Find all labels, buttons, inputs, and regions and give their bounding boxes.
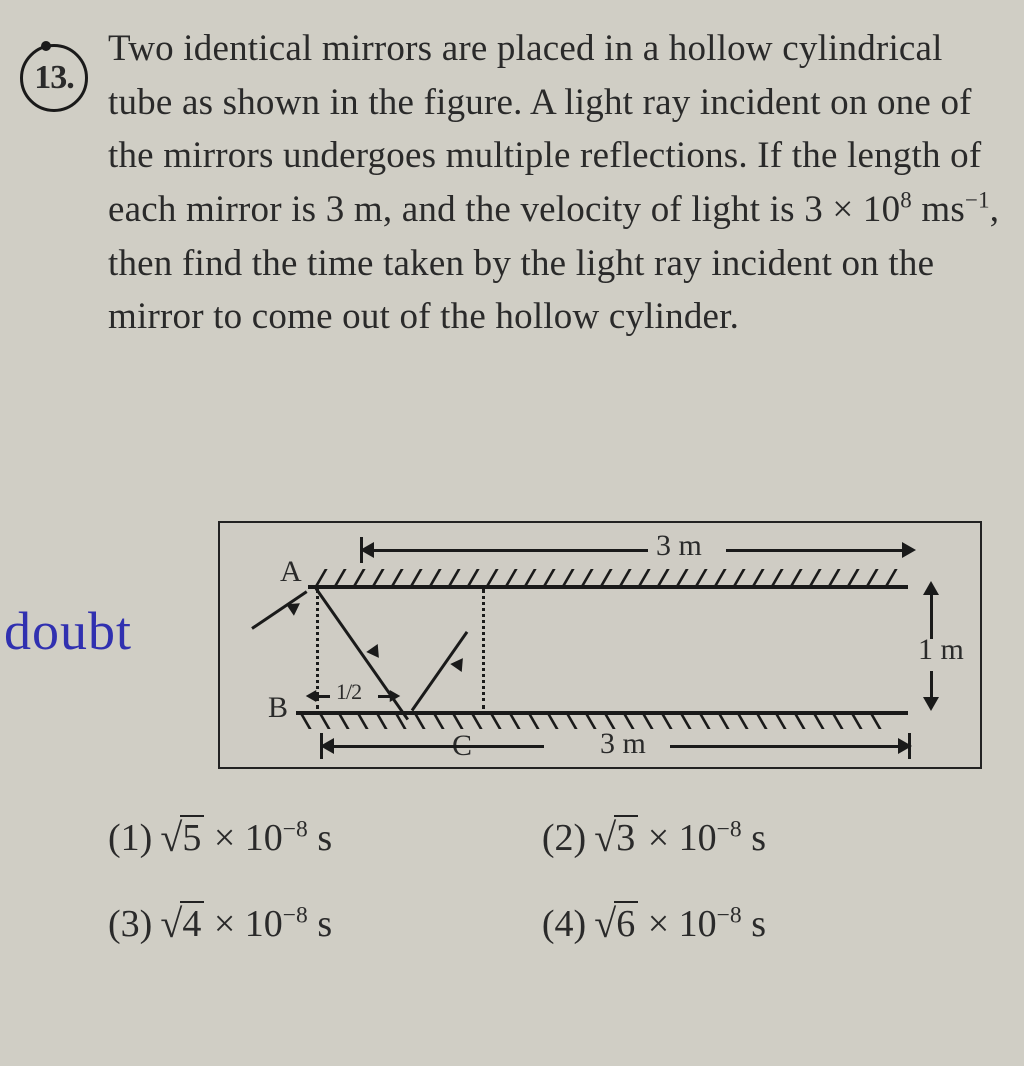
options-group: (1) 5 × 10−8 s (2) 3 × 10−8 s (3) 4 × 10… xyxy=(108,816,1012,988)
option-row: (1) 5 × 10−8 s (2) 3 × 10−8 s xyxy=(108,816,1012,860)
page: 13. Two identical mirrors are placed in … xyxy=(0,0,1024,1066)
option-4: (4) 6 × 10−8 s xyxy=(542,902,976,946)
arrowhead-icon xyxy=(306,690,317,702)
option-value: 4 × 10−8 s xyxy=(166,902,332,946)
dim-top-right-line xyxy=(726,549,902,552)
dim-right-line-lower xyxy=(930,671,933,697)
arrowhead-icon xyxy=(923,697,939,711)
half-label: 1/2 xyxy=(336,679,361,705)
option-1: (1) 5 × 10−8 s xyxy=(108,816,542,860)
dotted-vertical-a xyxy=(316,589,319,709)
dim-bottom-right-line xyxy=(670,745,898,748)
arrowhead-icon xyxy=(366,644,384,662)
dim-bottom-left-line xyxy=(334,745,544,748)
label-b: B xyxy=(268,691,288,725)
option-prefix: (1) xyxy=(108,816,152,860)
dim-top-tick-left xyxy=(360,537,363,563)
arrowhead-icon xyxy=(286,597,304,615)
top-mirror xyxy=(308,585,908,589)
option-value: 3 × 10−8 s xyxy=(600,816,766,860)
label-a: A xyxy=(280,555,302,589)
question-text: Two identical mirrors are placed in a ho… xyxy=(108,22,1008,344)
option-prefix: (4) xyxy=(542,902,586,946)
hatching-top xyxy=(320,569,910,585)
dim-top-label: 3 m xyxy=(656,529,702,563)
option-3: (3) 4 × 10−8 s xyxy=(108,902,542,946)
option-value: 6 × 10−8 s xyxy=(600,902,766,946)
option-prefix: (2) xyxy=(542,816,586,860)
arrowhead-icon xyxy=(923,581,939,595)
question-number: 13. xyxy=(34,59,74,97)
handwritten-note: doubt xyxy=(4,600,132,662)
arrowhead-icon xyxy=(450,654,468,672)
ray-a-to-c xyxy=(315,588,409,721)
dim-bottom-tick-right xyxy=(908,733,911,759)
dim-bottom-tick-left xyxy=(320,733,323,759)
option-2: (2) 3 × 10−8 s xyxy=(542,816,976,860)
dim-bottom-label: 3 m xyxy=(600,727,646,761)
option-value: 5 × 10−8 s xyxy=(166,816,332,860)
arrowhead-icon xyxy=(902,542,916,558)
diagram: 3 m A B 1/2 C xyxy=(218,521,982,769)
dim-right-label: 1 m xyxy=(918,633,964,667)
half-dim-l xyxy=(316,695,330,698)
dim-top-left-line xyxy=(374,549,648,552)
option-row: (3) 4 × 10−8 s (4) 6 × 10−8 s xyxy=(108,902,1012,946)
option-prefix: (3) xyxy=(108,902,152,946)
dotted-vertical-c xyxy=(482,589,485,709)
question-number-badge: 13. xyxy=(20,44,88,112)
